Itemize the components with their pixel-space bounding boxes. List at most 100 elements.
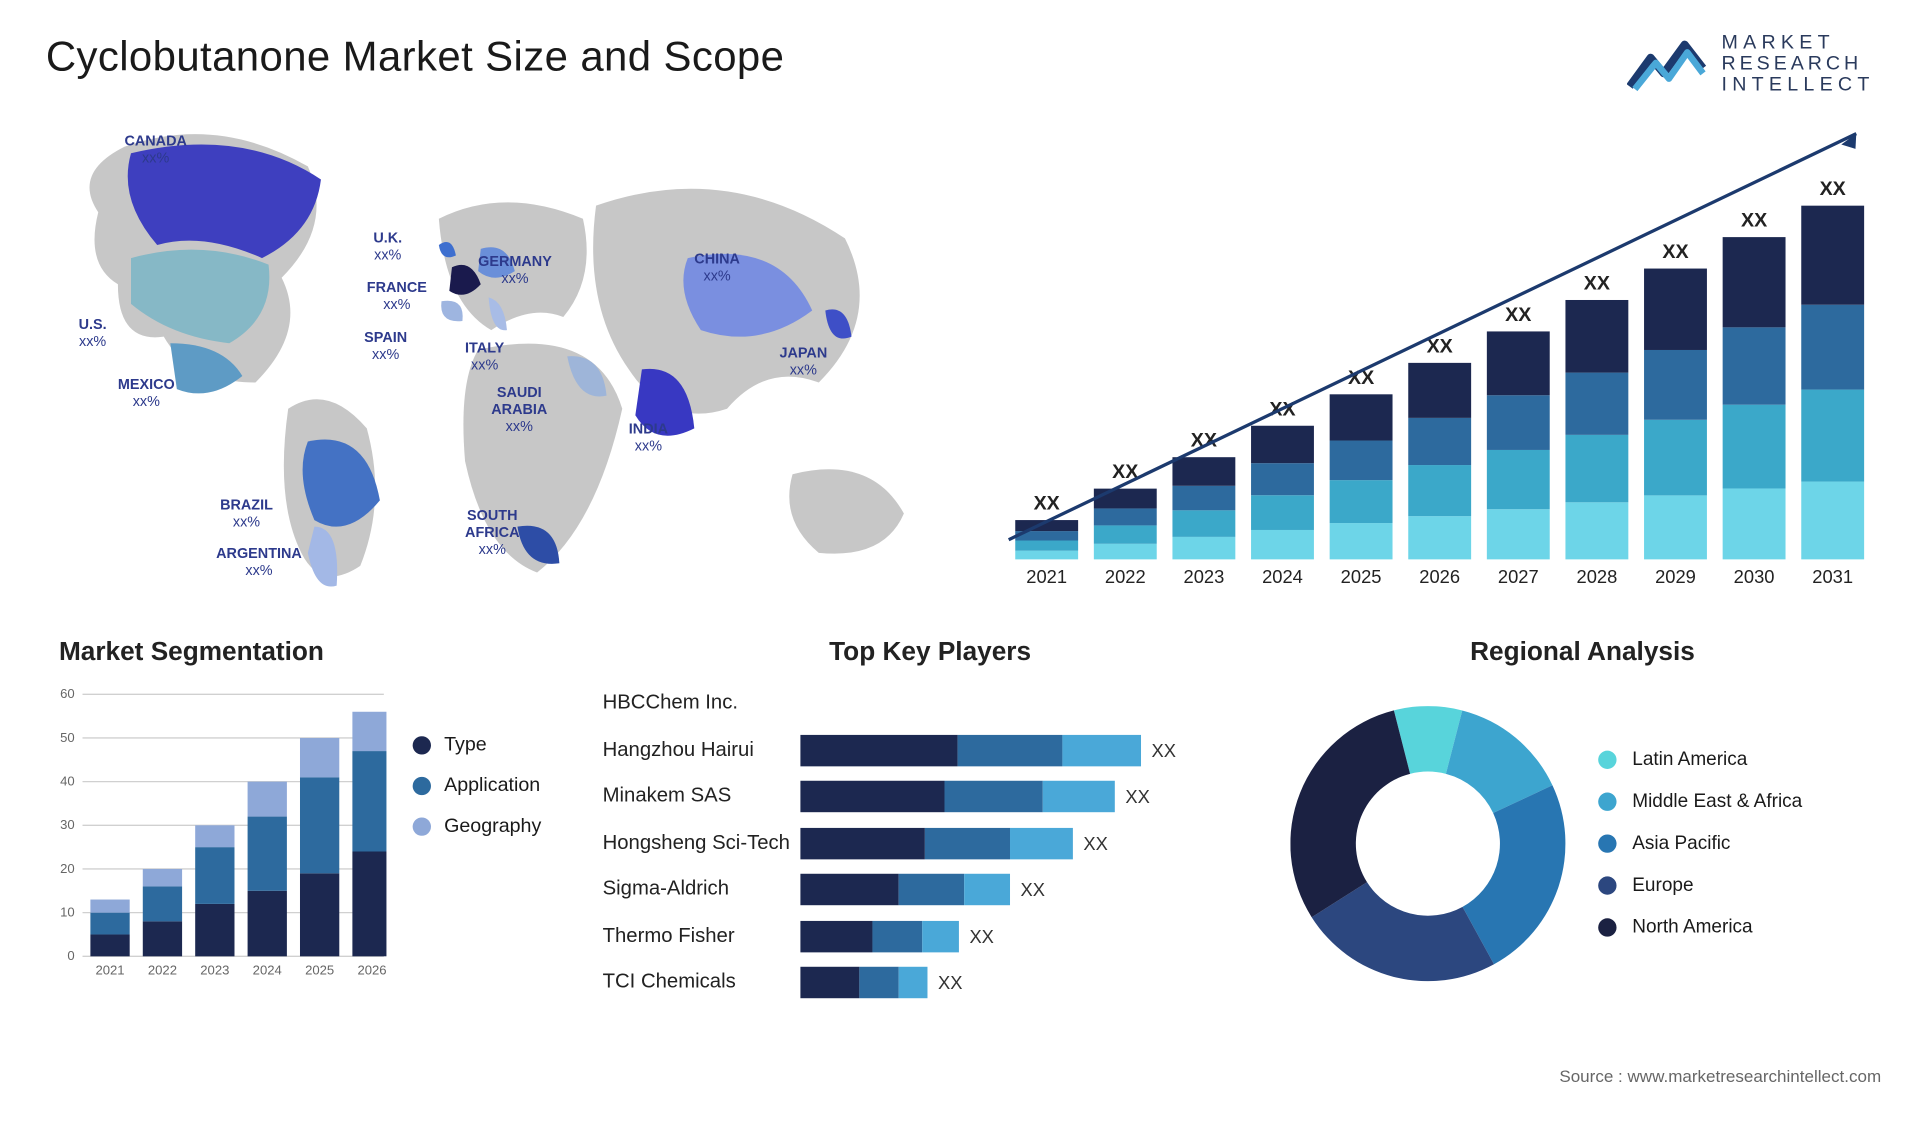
legend-swatch	[1598, 918, 1616, 936]
legend-label: Middle East & Africa	[1632, 791, 1802, 812]
player-bar-segment	[964, 874, 1010, 905]
country-label: ARGENTINAxx%	[216, 547, 302, 580]
player-bar-segment	[922, 921, 959, 952]
country-label: U.S.xx%	[79, 317, 107, 350]
svg-text:2022: 2022	[1105, 566, 1146, 587]
players-title: Top Key Players	[603, 638, 1258, 668]
country-label: SOUTHAFRICAxx%	[465, 509, 519, 559]
regional-legend-item: Middle East & Africa	[1598, 791, 1802, 812]
player-bar-segment	[800, 781, 944, 812]
country-label: FRANCExx%	[367, 281, 427, 314]
legend-label: Application	[444, 775, 540, 797]
legend-label: North America	[1632, 917, 1752, 938]
legend-item: Application	[413, 775, 570, 797]
svg-text:40: 40	[60, 774, 75, 789]
player-value-label: XX	[1021, 879, 1045, 900]
player-bar-row: XX	[800, 921, 1257, 952]
svg-text:2024: 2024	[1262, 566, 1303, 587]
logo-line-3: INTELLECT	[1722, 74, 1875, 95]
player-bar-segment	[873, 921, 923, 952]
player-bar	[800, 828, 1072, 859]
country-label: ITALYxx%	[465, 341, 504, 374]
legend-swatch	[1598, 834, 1616, 852]
player-bar-segment	[859, 967, 898, 998]
svg-text:2024: 2024	[253, 963, 282, 978]
header: Cyclobutanone Market Size and Scope MARK…	[46, 33, 1875, 95]
players-names: HBCChem Inc.Hangzhou HairuiMinakem SASHo…	[603, 682, 801, 1006]
player-bar	[800, 781, 1114, 812]
player-bar-row: XX	[800, 828, 1257, 859]
world-map-panel: CANADAxx%U.S.xx%MEXICOxx%BRAZILxx%ARGENT…	[46, 108, 937, 606]
segmentation-chart: 0102030405060202120222023202420252026	[46, 682, 387, 983]
player-bar-segment	[899, 967, 928, 998]
growth-bar-chart: XX2021XX2022XX2023XX2024XX2025XX2026XX20…	[976, 108, 1893, 606]
legend-label: Asia Pacific	[1632, 833, 1730, 854]
players-panel: Top Key Players HBCChem Inc.Hangzhou Hai…	[603, 638, 1258, 1005]
svg-text:2026: 2026	[357, 963, 386, 978]
segmentation-panel: Market Segmentation 01020304050602021202…	[46, 638, 570, 1005]
player-bar-segment	[1010, 828, 1073, 859]
legend-label: Type	[444, 734, 487, 756]
player-bar	[800, 967, 927, 998]
player-bar-row: XX	[800, 874, 1257, 905]
svg-text:2028: 2028	[1576, 566, 1617, 587]
country-label: SPAINxx%	[364, 330, 407, 363]
legend-label: Latin America	[1632, 749, 1747, 770]
player-bar-row: XX	[800, 967, 1257, 998]
player-bar-segment	[1062, 734, 1141, 765]
brand-logo: MARKET RESEARCH INTELLECT	[1627, 33, 1874, 95]
player-bar-segment	[958, 734, 1063, 765]
country-label: INDIAxx%	[629, 422, 668, 455]
segmentation-legend: Type Application Geography	[413, 682, 570, 1006]
legend-swatch	[1598, 876, 1616, 894]
player-name: TCI Chemicals	[603, 971, 790, 995]
player-bar	[800, 874, 1010, 905]
svg-text:50: 50	[60, 730, 75, 745]
country-label: SAUDIARABIAxx%	[491, 385, 547, 435]
player-bar-segment	[800, 828, 924, 859]
svg-text:2023: 2023	[200, 963, 229, 978]
regional-legend-item: Latin America	[1598, 749, 1802, 770]
svg-text:2030: 2030	[1734, 566, 1775, 587]
country-label: CHINAxx%	[694, 252, 740, 285]
player-value-label: XX	[1083, 833, 1107, 854]
logo-icon	[1627, 34, 1708, 94]
player-name: Sigma-Aldrich	[603, 878, 790, 902]
svg-text:2021: 2021	[95, 963, 124, 978]
logo-line-1: MARKET	[1722, 33, 1875, 54]
player-name: Minakem SAS	[603, 785, 790, 809]
player-bar-segment	[1043, 781, 1115, 812]
svg-text:XX: XX	[1741, 210, 1767, 232]
player-bar-segment	[945, 781, 1043, 812]
legend-swatch	[413, 736, 431, 754]
svg-text:2021: 2021	[1026, 566, 1067, 587]
svg-text:0: 0	[67, 949, 74, 964]
svg-text:2031: 2031	[1812, 566, 1853, 587]
svg-text:XX: XX	[1662, 241, 1688, 263]
legend-item: Geography	[413, 815, 570, 837]
svg-text:2022: 2022	[148, 963, 177, 978]
country-label: MEXICOxx%	[118, 378, 175, 411]
growth-chart-panel: XX2021XX2022XX2023XX2024XX2025XX2026XX20…	[976, 108, 1893, 606]
legend-swatch	[413, 777, 431, 795]
player-bar-segment	[925, 828, 1010, 859]
player-bar-row: XX	[800, 734, 1257, 765]
svg-text:XX: XX	[1584, 273, 1610, 295]
svg-text:20: 20	[60, 861, 75, 876]
player-value-label: XX	[1152, 740, 1176, 761]
svg-text:2025: 2025	[1341, 566, 1382, 587]
player-name: Thermo Fisher	[603, 925, 790, 949]
country-label: U.K.xx%	[373, 231, 402, 264]
regional-legend-item: Asia Pacific	[1598, 833, 1802, 854]
svg-text:10: 10	[60, 905, 75, 920]
svg-text:2023: 2023	[1183, 566, 1224, 587]
player-value-label: XX	[969, 926, 993, 947]
player-name: HBCChem Inc.	[603, 692, 790, 716]
player-bar-row: XX	[800, 781, 1257, 812]
player-value-label: XX	[938, 973, 962, 994]
country-label: GERMANYxx%	[478, 254, 552, 287]
player-bar-segment	[899, 874, 964, 905]
segmentation-title: Market Segmentation	[59, 638, 570, 668]
svg-text:30: 30	[60, 818, 75, 833]
regional-panel: Regional Analysis Latin AmericaMiddle Ea…	[1290, 638, 1874, 1005]
